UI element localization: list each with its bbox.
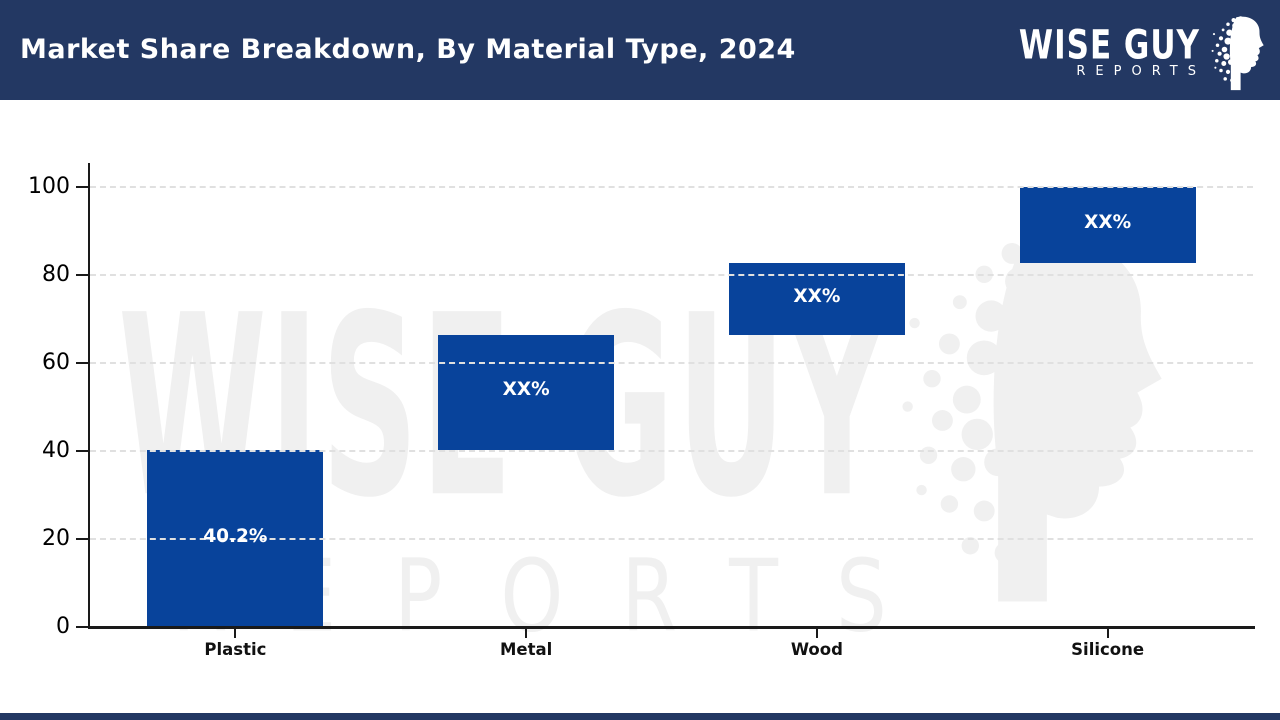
logo-brand-name: WISE GUY bbox=[1018, 22, 1200, 69]
y-tick-40 bbox=[76, 450, 88, 452]
bar-value-label-metal: XX% bbox=[502, 379, 550, 401]
x-tick-metal bbox=[525, 629, 528, 638]
footer-bar bbox=[0, 713, 1280, 720]
gridline-100 bbox=[90, 186, 1253, 188]
x-tick-silicone bbox=[1106, 629, 1109, 638]
bar-metal bbox=[438, 334, 615, 451]
bar-value-label-silicone: XX% bbox=[1084, 211, 1132, 233]
y-tick-label-20: 20 bbox=[42, 526, 70, 551]
bar-value-label-plastic: 40.2% bbox=[203, 525, 268, 547]
y-tick-20 bbox=[76, 538, 88, 540]
y-tick-60 bbox=[76, 362, 88, 364]
y-tick-label-40: 40 bbox=[42, 438, 70, 463]
y-tick-0 bbox=[76, 626, 88, 628]
gridline-60 bbox=[90, 362, 1253, 364]
wise-guy-reports-logo: WISE GUY REPORTS bbox=[1018, 4, 1272, 98]
x-tick-plastic bbox=[234, 629, 237, 638]
gridline-80 bbox=[90, 274, 1253, 276]
x-tick-wood bbox=[815, 629, 818, 638]
y-tick-100 bbox=[76, 186, 88, 188]
x-tick-label-wood: Wood bbox=[790, 640, 843, 659]
x-tick-label-silicone: Silicone bbox=[1071, 640, 1145, 659]
wise-guy-head-icon bbox=[1211, 16, 1264, 91]
watermark-head-icon bbox=[902, 234, 1162, 602]
bar-silicone bbox=[1019, 187, 1196, 263]
header-bar: Market Share Breakdown, By Material Type… bbox=[0, 0, 1280, 100]
y-tick-label-100: 100 bbox=[28, 174, 70, 199]
y-axis-line bbox=[88, 163, 90, 629]
page-title: Market Share Breakdown, By Material Type… bbox=[20, 34, 796, 65]
y-tick-80 bbox=[76, 274, 88, 276]
gridline-20 bbox=[90, 538, 1253, 540]
logo-brand-subtitle: REPORTS bbox=[1076, 64, 1206, 79]
x-tick-label-plastic: Plastic bbox=[204, 640, 267, 659]
y-tick-label-80: 80 bbox=[42, 262, 70, 287]
gridline-40 bbox=[90, 450, 1253, 452]
x-tick-label-metal: Metal bbox=[499, 640, 553, 659]
x-axis-line bbox=[88, 626, 1255, 629]
y-tick-label-60: 60 bbox=[42, 350, 70, 375]
y-tick-label-0: 0 bbox=[56, 614, 70, 639]
bar-value-label-wood: XX% bbox=[793, 285, 841, 307]
